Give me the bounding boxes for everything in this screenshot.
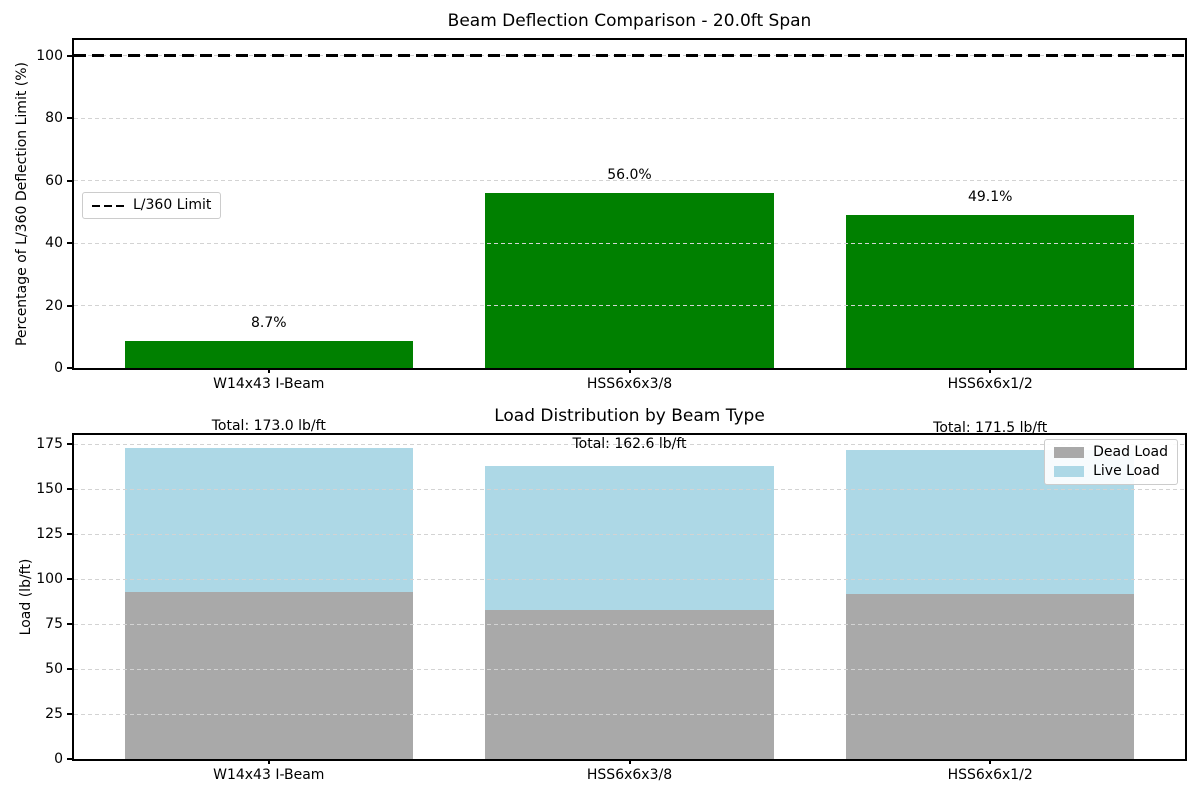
y-tick-label: 100	[36, 571, 63, 587]
gridline	[74, 242, 1185, 244]
y-tick-label: 75	[45, 616, 63, 632]
y-tick-mark	[67, 758, 72, 760]
bar-live-load	[124, 447, 414, 592]
total-label: Total: 173.0 lb/ft	[211, 417, 326, 434]
x-tick-label: HSS6x6x3/8	[586, 767, 673, 783]
limit-line	[74, 54, 1185, 58]
plot-area: Total: 173.0 lb/ft W14x43 I-Beam Total: 16…	[36, 418, 1187, 783]
legend-label: Dead Load	[1093, 444, 1168, 460]
y-tick-mark	[67, 533, 72, 535]
bar-deflection	[845, 214, 1135, 368]
chart-title: Beam Deflection Comparison - 20.0ft Span	[447, 11, 812, 31]
y-tick-label: 0	[54, 751, 63, 767]
chart-title: Load Distribution by Beam Type	[494, 406, 765, 426]
legend: L/360 Limit	[82, 192, 222, 219]
total-label: Total: 171.5 lb/ft	[933, 420, 1048, 437]
bar-dead-load	[845, 594, 1135, 759]
y-tick-mark	[67, 367, 72, 369]
bar-deflection	[124, 340, 414, 368]
y-tick-mark	[67, 242, 72, 245]
gridline	[74, 117, 1185, 119]
y-tick-label: 50	[45, 661, 63, 677]
legend-label: L/360 Limit	[133, 197, 212, 213]
bar-value-label: 56.0%	[607, 167, 652, 184]
y-tick-label: 150	[36, 481, 63, 497]
legend-entry: Live Load	[1054, 462, 1168, 481]
legend-patch-swatch	[1054, 447, 1085, 458]
y-tick-label: 20	[45, 297, 63, 314]
x-tick-mark	[628, 368, 631, 373]
y-tick-label: 60	[45, 172, 63, 189]
y-tick-mark	[67, 488, 72, 490]
legend-label: Live Load	[1093, 463, 1160, 479]
bar-dead-load	[124, 591, 414, 759]
y-tick-mark	[67, 578, 72, 580]
gridline	[74, 533, 1185, 535]
bar-dead-load	[485, 610, 774, 759]
gridline	[74, 443, 1185, 445]
bar-deflection	[485, 193, 774, 368]
y-tick-mark	[67, 713, 72, 715]
y-tick-label: 100	[36, 47, 63, 64]
x-tick-mark	[267, 759, 270, 764]
bar-live-load	[485, 466, 774, 611]
legend: Dead Load Live Load	[1044, 439, 1178, 485]
y-tick-mark	[67, 668, 72, 670]
y-tick-mark	[67, 179, 72, 182]
y-tick-label: 40	[45, 235, 63, 252]
y-tick-label: 175	[36, 436, 63, 452]
total-label: Total: 162.6 lb/ft	[572, 436, 687, 453]
gridline	[74, 713, 1185, 715]
gridline	[74, 305, 1185, 307]
bar-value-label: 49.1%	[967, 188, 1013, 205]
gridline	[74, 668, 1185, 670]
x-tick-mark	[989, 368, 992, 373]
x-tick-label: HSS6x6x1/2	[947, 767, 1033, 783]
y-tick-label: 25	[45, 706, 63, 722]
y-tick-mark	[67, 117, 72, 120]
x-tick-mark	[989, 759, 992, 764]
y-tick-label: 0	[54, 360, 63, 376]
x-tick-mark	[628, 759, 631, 764]
legend-entry: Dead Load	[1054, 443, 1168, 462]
gridline	[74, 578, 1185, 580]
x-tick-label: W14x43 I-Beam	[213, 376, 325, 392]
y-tick-mark	[67, 443, 72, 445]
bar-value-label: 8.7%	[250, 314, 287, 331]
y-tick-label: 125	[36, 526, 63, 542]
gridline	[74, 623, 1185, 625]
gridline	[74, 488, 1185, 490]
legend-dashed-line-swatch	[92, 204, 124, 207]
y-tick-mark	[67, 304, 72, 307]
y-tick-label: 80	[45, 110, 63, 127]
legend-patch-swatch	[1054, 466, 1085, 477]
legend-entry: L/360 Limit	[92, 196, 211, 215]
x-tick-label: HSS6x6x1/2	[947, 376, 1033, 392]
x-tick-label: W14x43 I-Beam	[213, 767, 325, 783]
x-tick-mark	[267, 368, 270, 373]
plot-area: 8.7% W14x43 I-Beam 56.0% HSS6x6x3/8 49.1% HSS…	[36, 38, 1187, 392]
y-tick-mark	[67, 54, 72, 57]
y-tick-mark	[67, 623, 72, 625]
x-tick-label: HSS6x6x3/8	[586, 376, 673, 392]
gridline	[74, 180, 1185, 182]
